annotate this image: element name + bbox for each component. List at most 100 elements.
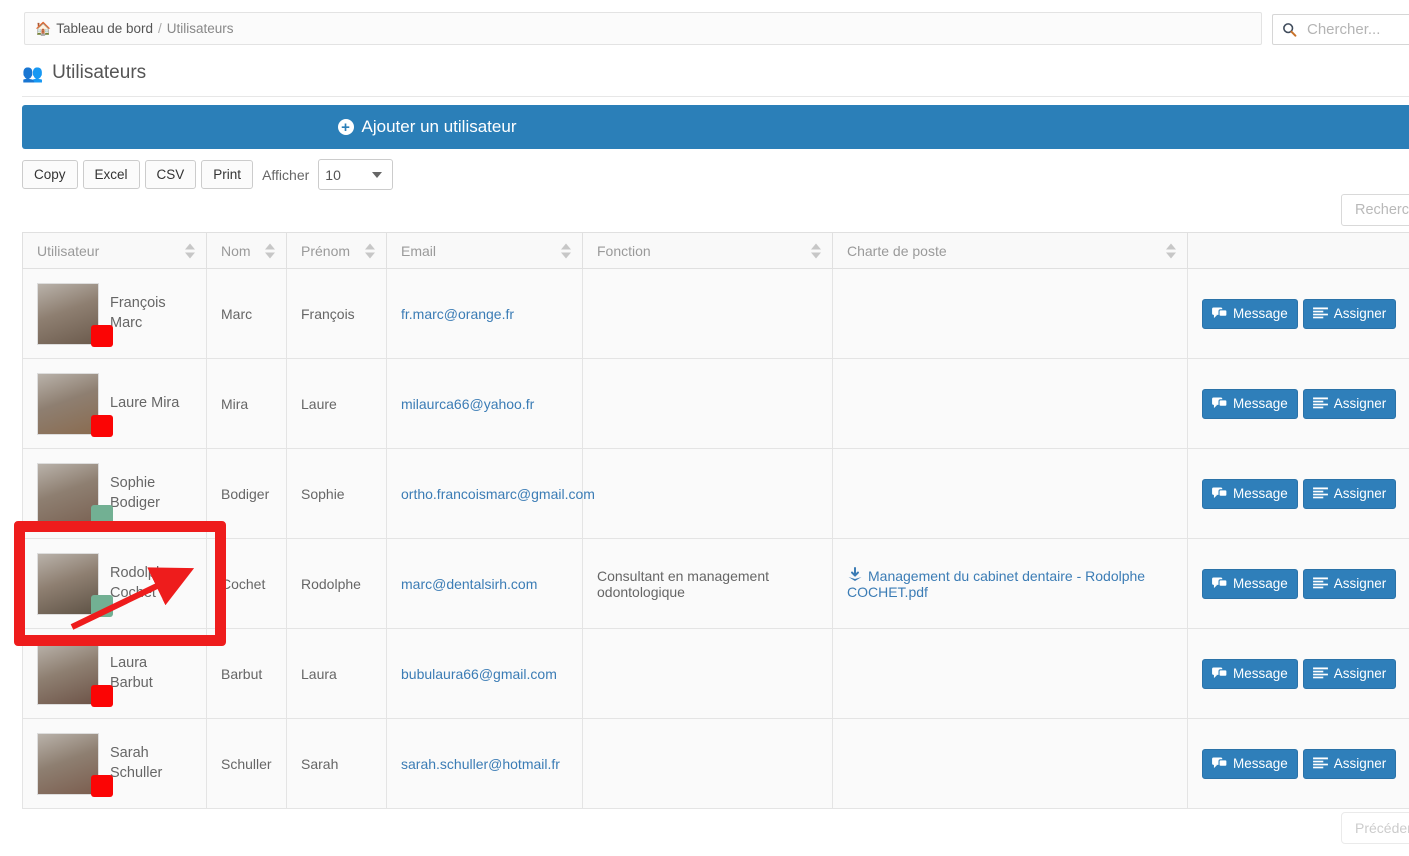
message-button-label: Message bbox=[1233, 576, 1288, 591]
align-left-icon bbox=[1312, 307, 1328, 319]
user-name: Rodolphe Cochet bbox=[110, 564, 173, 601]
message-button-label: Message bbox=[1233, 306, 1288, 321]
message-button-label: Message bbox=[1233, 756, 1288, 771]
plus-circle-icon: + bbox=[337, 119, 354, 135]
sort-icon[interactable] bbox=[1166, 243, 1176, 258]
global-search[interactable] bbox=[1272, 14, 1409, 45]
breadcrumb-separator: / bbox=[158, 21, 162, 36]
assigner-button[interactable]: Assigner bbox=[1302, 478, 1397, 509]
avatar[interactable] bbox=[37, 462, 113, 527]
cell-actions: Message Assigner bbox=[1187, 448, 1409, 539]
column-header-charte-de-poste[interactable]: Charte de poste bbox=[832, 232, 1188, 269]
avatar[interactable] bbox=[37, 552, 113, 617]
column-header-actions bbox=[1187, 232, 1409, 269]
avatar[interactable] bbox=[37, 282, 113, 347]
charte-download-link[interactable]: Management du cabinet dentaire - Rodolph… bbox=[847, 568, 1146, 600]
excel-button[interactable]: Excel bbox=[82, 160, 140, 189]
assigner-button[interactable]: Assigner bbox=[1302, 388, 1397, 419]
add-user-button[interactable]: + Ajouter un utilisateur bbox=[22, 105, 1409, 149]
message-button[interactable]: Message bbox=[1202, 568, 1298, 599]
table-search-input[interactable] bbox=[1353, 201, 1409, 219]
sort-icon[interactable] bbox=[811, 243, 821, 258]
comments-icon bbox=[1212, 577, 1227, 589]
sort-icon[interactable] bbox=[265, 243, 275, 258]
message-button[interactable]: Message bbox=[1202, 748, 1298, 779]
comments-icon bbox=[1212, 307, 1227, 319]
cell-charte-de-poste bbox=[832, 628, 1188, 719]
cell-utilisateur: Sarah Schuller bbox=[22, 718, 207, 809]
search-icon bbox=[1283, 23, 1297, 37]
column-header-fonction[interactable]: Fonction bbox=[582, 232, 833, 269]
status-badge bbox=[91, 684, 113, 707]
user-name: François Marc bbox=[110, 294, 166, 331]
csv-button[interactable]: CSV bbox=[144, 160, 197, 189]
message-button[interactable]: Message bbox=[1202, 388, 1298, 419]
sort-icon[interactable] bbox=[561, 243, 571, 258]
avatar[interactable] bbox=[37, 372, 113, 437]
avatar-image bbox=[37, 282, 99, 345]
assigner-button[interactable]: Assigner bbox=[1302, 568, 1397, 599]
pagination: Précédent bbox=[1341, 812, 1409, 844]
page-length-select[interactable]: 10 bbox=[318, 159, 394, 190]
comments-icon bbox=[1212, 667, 1227, 679]
email-link[interactable]: milaurca66@yahoo.fr bbox=[401, 395, 535, 412]
breadcrumb-root[interactable]: Tableau de bord bbox=[56, 21, 154, 36]
comments-icon bbox=[1212, 397, 1227, 409]
users-table-wrapper: Utilisateur Nom Prénom Email bbox=[22, 232, 1409, 809]
cell-utilisateur: Sophie Bodiger bbox=[22, 448, 207, 539]
assigner-button-label: Assigner bbox=[1333, 756, 1387, 771]
column-header-email[interactable]: Email bbox=[386, 232, 583, 269]
cell-utilisateur: Laura Barbut bbox=[22, 628, 207, 719]
sort-icon[interactable] bbox=[185, 243, 195, 258]
email-link[interactable]: sarah.schuller@hotmail.fr bbox=[401, 755, 560, 772]
user-name: Laure Mira bbox=[110, 394, 180, 411]
cell-prenom: François bbox=[286, 268, 387, 359]
message-button[interactable]: Message bbox=[1202, 658, 1298, 689]
title-divider bbox=[22, 96, 1409, 97]
user-name: Sarah Schuller bbox=[110, 744, 163, 781]
cell-email: marc@dentalsirh.com bbox=[386, 538, 583, 629]
message-button[interactable]: Message bbox=[1202, 298, 1298, 329]
email-link[interactable]: ortho.francoismarc@gmail.com bbox=[401, 485, 595, 502]
comments-icon bbox=[1212, 757, 1227, 769]
assigner-button[interactable]: Assigner bbox=[1302, 748, 1397, 779]
user-name: Laura Barbut bbox=[110, 654, 153, 691]
assigner-button[interactable]: Assigner bbox=[1302, 658, 1397, 689]
comments-icon bbox=[1212, 487, 1227, 499]
avatar[interactable] bbox=[37, 642, 113, 707]
cell-utilisateur: Laure Mira bbox=[22, 358, 207, 449]
message-button-label: Message bbox=[1233, 666, 1288, 681]
copy-button[interactable]: Copy bbox=[22, 160, 78, 189]
email-link[interactable]: bubulaura66@gmail.com bbox=[401, 665, 557, 682]
email-link[interactable]: marc@dentalsirh.com bbox=[401, 575, 538, 592]
users-table: Utilisateur Nom Prénom Email bbox=[22, 232, 1409, 809]
page-title-text: Utilisateurs bbox=[52, 62, 147, 83]
table-body: François Marc Marc François fr.marc@orange.… bbox=[22, 268, 1409, 809]
global-search-input[interactable] bbox=[1305, 20, 1409, 39]
assigner-button[interactable]: Assigner bbox=[1302, 298, 1397, 329]
table-search[interactable] bbox=[1341, 194, 1409, 226]
home-icon: 🏠 bbox=[35, 21, 52, 36]
column-header-nom[interactable]: Nom bbox=[206, 232, 287, 269]
status-badge bbox=[91, 504, 113, 527]
column-label: Prénom bbox=[301, 242, 351, 259]
sort-icon[interactable] bbox=[365, 243, 375, 258]
cell-prenom: Rodolphe bbox=[286, 538, 387, 629]
avatar[interactable] bbox=[37, 732, 113, 797]
cell-prenom: Laure bbox=[286, 358, 387, 449]
cell-charte-de-poste bbox=[832, 358, 1188, 449]
cell-email: bubulaura66@gmail.com bbox=[386, 628, 583, 719]
cell-actions: Message Assigner bbox=[1187, 628, 1409, 719]
email-link[interactable]: fr.marc@orange.fr bbox=[401, 305, 515, 322]
column-label: Utilisateur bbox=[37, 242, 100, 259]
message-button[interactable]: Message bbox=[1202, 478, 1298, 509]
users-icon: 👥 bbox=[22, 63, 44, 83]
pagination-previous-button[interactable]: Précédent bbox=[1341, 812, 1409, 844]
column-header-prenom[interactable]: Prénom bbox=[286, 232, 387, 269]
column-header-utilisateur[interactable]: Utilisateur bbox=[22, 232, 207, 269]
align-left-icon bbox=[1312, 577, 1328, 589]
cell-prenom: Sarah bbox=[286, 718, 387, 809]
print-button[interactable]: Print bbox=[201, 160, 254, 189]
cell-fonction: Consultant en management odontologique bbox=[582, 538, 833, 629]
